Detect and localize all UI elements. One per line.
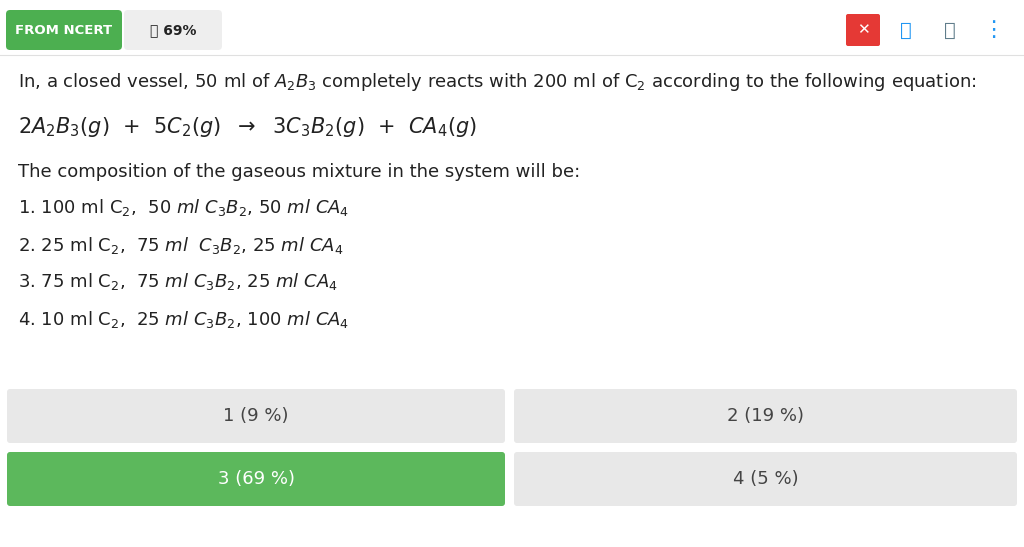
- FancyBboxPatch shape: [846, 14, 880, 46]
- Text: 2. 25 ml C$_2$,  75 $ml$  $C_3B_2$, 25 $ml\ CA_4$: 2. 25 ml C$_2$, 75 $ml$ $C_3B_2$, 25 $ml…: [18, 235, 343, 255]
- Text: 1 (9 %): 1 (9 %): [223, 407, 289, 425]
- Text: 🔖: 🔖: [944, 20, 955, 39]
- Text: ⋮: ⋮: [982, 20, 1005, 40]
- FancyBboxPatch shape: [514, 452, 1017, 506]
- Text: In, a closed vessel, 50 ml of $A_2B_3$ completely reacts with 200 ml of C$_2$ ac: In, a closed vessel, 50 ml of $A_2B_3$ c…: [18, 71, 977, 93]
- Text: 3 (69 %): 3 (69 %): [217, 470, 295, 488]
- Text: 🗒: 🗒: [900, 20, 912, 39]
- Text: 👍 69%: 👍 69%: [150, 23, 197, 37]
- Text: 4 (5 %): 4 (5 %): [733, 470, 799, 488]
- Text: FROM NCERT: FROM NCERT: [15, 24, 113, 37]
- Text: 2 (19 %): 2 (19 %): [727, 407, 804, 425]
- FancyBboxPatch shape: [7, 452, 505, 506]
- Text: 4. 10 ml C$_2$,  25 $ml\ C_3B_2$, 100 $ml\ CA_4$: 4. 10 ml C$_2$, 25 $ml\ C_3B_2$, 100 $ml…: [18, 309, 349, 329]
- FancyBboxPatch shape: [6, 10, 122, 50]
- FancyBboxPatch shape: [514, 389, 1017, 443]
- Text: $2A_2B_3(g)$  +  $5C_2(g)$  $\rightarrow$  $3C_3B_2(g)$  +  $CA_4(g)$: $2A_2B_3(g)$ + $5C_2(g)$ $\rightarrow$ $…: [18, 115, 477, 139]
- Text: The composition of the gaseous mixture in the system will be:: The composition of the gaseous mixture i…: [18, 163, 581, 181]
- FancyBboxPatch shape: [124, 10, 222, 50]
- Text: 3. 75 ml C$_2$,  75 $ml\ C_3B_2$, 25 $ml\ CA_4$: 3. 75 ml C$_2$, 75 $ml\ C_3B_2$, 25 $ml\…: [18, 271, 338, 293]
- Text: ✕: ✕: [857, 22, 869, 38]
- Text: 1. 100 ml C$_2$,  50 $ml\ C_3B_2$, 50 $ml\ CA_4$: 1. 100 ml C$_2$, 50 $ml\ C_3B_2$, 50 $ml…: [18, 197, 349, 218]
- FancyBboxPatch shape: [7, 389, 505, 443]
